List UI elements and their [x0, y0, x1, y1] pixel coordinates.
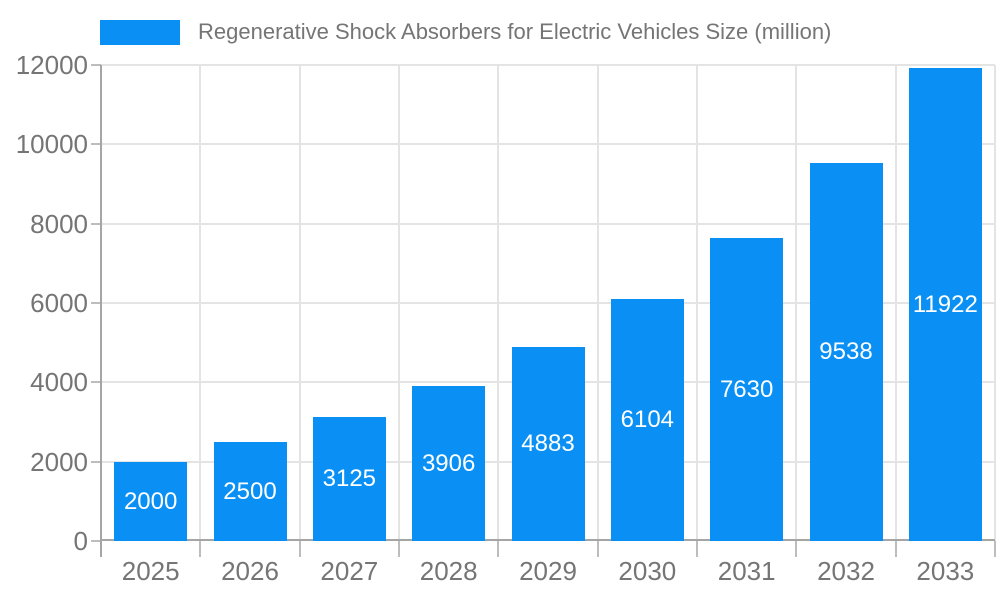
bar-value-label-2033: 11922 — [912, 290, 978, 318]
gridline-v-2 — [298, 65, 301, 541]
bar-2029[interactable]: 4883 — [511, 347, 585, 541]
gridline-h-10000 — [101, 143, 995, 146]
bar-2033[interactable]: 11922 — [908, 68, 982, 541]
x-tick-7 — [795, 541, 798, 557]
gridline-h-6000 — [101, 302, 995, 304]
bar-value-label-2031: 7630 — [719, 375, 774, 403]
x-tick-2 — [298, 541, 301, 557]
gridline-v-6 — [696, 65, 698, 541]
bar-value-label-2032: 9538 — [819, 338, 873, 365]
gridline-v-3 — [398, 65, 400, 541]
x-tick-5 — [596, 541, 599, 557]
bar-value-label-2027: 3125 — [322, 465, 377, 492]
y-tick-8000 — [91, 222, 101, 225]
y-axis-label-4000: 4000 — [30, 367, 88, 398]
legend[interactable]: Regenerative Shock Absorbers for Electri… — [100, 18, 831, 46]
y-axis-label-10000: 10000 — [15, 129, 88, 160]
gridline-v-1 — [199, 65, 202, 541]
y-axis-label-8000: 8000 — [30, 208, 88, 239]
y-axis-label-6000: 6000 — [30, 288, 88, 318]
x-axis-label-2028: 2028 — [419, 556, 478, 586]
bar-value-label-2025: 2000 — [123, 487, 178, 515]
legend-swatch — [100, 19, 180, 45]
bar-value-label-2029: 4883 — [521, 430, 575, 457]
gridline-v-9 — [994, 65, 996, 541]
legend-label: Regenerative Shock Absorbers for Electri… — [198, 19, 832, 44]
gridline-v-5 — [596, 65, 599, 541]
y-axis-label-2000: 2000 — [30, 446, 88, 477]
bar-2028[interactable]: 3906 — [412, 386, 486, 541]
y-tick-10000 — [91, 143, 101, 146]
bar-2031[interactable]: 7630 — [710, 238, 784, 541]
bar-2026[interactable]: 2500 — [213, 442, 287, 541]
gridline-v-8 — [894, 65, 897, 541]
bar-2030[interactable]: 6104 — [610, 299, 684, 541]
bar-value-label-2026: 2500 — [223, 477, 277, 505]
y-tick-12000 — [91, 64, 101, 66]
bar-2025[interactable]: 2000 — [114, 462, 188, 541]
x-axis-label-2025: 2025 — [121, 556, 180, 586]
y-axis-line — [100, 65, 102, 557]
y-axis-label-0: 0 — [73, 526, 88, 556]
gridline-v-4 — [497, 65, 500, 541]
y-tick-2000 — [91, 460, 101, 463]
bar-value-label-2030: 6104 — [620, 406, 675, 433]
x-axis-label-2029: 2029 — [519, 556, 577, 586]
x-tick-9 — [994, 541, 996, 557]
y-tick-6000 — [91, 302, 101, 304]
bar-2027[interactable]: 3125 — [312, 417, 386, 541]
gridline-h-12000 — [101, 64, 995, 66]
x-tick-3 — [398, 541, 400, 557]
gridline-h-8000 — [101, 222, 995, 225]
bar-2032[interactable]: 9538 — [809, 163, 883, 541]
x-tick-6 — [696, 541, 698, 557]
x-axis-label-2026: 2026 — [221, 556, 279, 586]
x-axis-label-2030: 2030 — [618, 556, 677, 586]
x-tick-8 — [894, 541, 897, 557]
gridline-v-7 — [795, 65, 798, 541]
x-tick-1 — [199, 541, 202, 557]
x-axis-label-2027: 2027 — [320, 556, 379, 586]
x-tick-4 — [497, 541, 500, 557]
y-tick-0 — [91, 540, 101, 542]
x-axis-label-2033: 2033 — [916, 556, 975, 586]
bar-value-label-2028: 3906 — [421, 449, 476, 477]
x-axis-label-2031: 2031 — [717, 556, 776, 586]
x-axis-label-2032: 2032 — [817, 556, 875, 586]
y-tick-4000 — [91, 381, 101, 384]
y-axis-label-12000: 12000 — [15, 50, 88, 80]
